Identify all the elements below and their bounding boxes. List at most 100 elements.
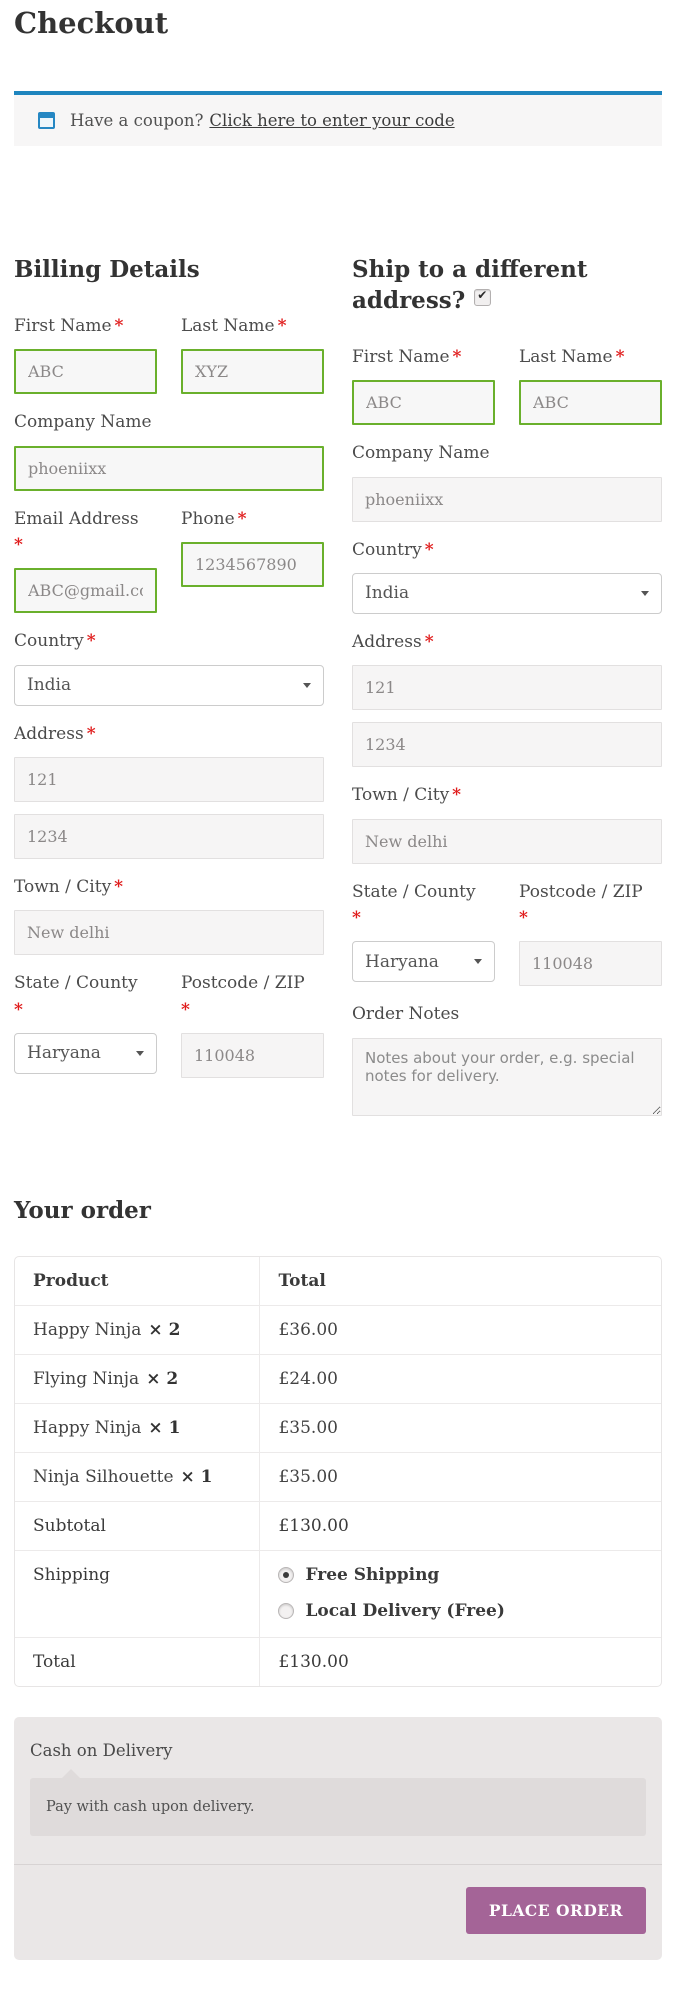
billing-phone-field: Phone * xyxy=(181,506,324,614)
required-asterisk: * xyxy=(452,785,462,806)
payment-method-cod[interactable]: Cash on Delivery xyxy=(30,1741,646,1760)
coupon-notice: Have a coupon? Click here to enter your … xyxy=(14,90,662,146)
shipping-company-label: Company Name xyxy=(352,443,490,464)
shipping-option-label: Free Shipping xyxy=(305,1564,440,1585)
billing-last-name-input[interactable] xyxy=(181,349,324,395)
shipping-postcode-label: Postcode / ZIP * xyxy=(519,879,662,932)
shipping-row: Shipping Free Shipping Local Delivery (F… xyxy=(15,1550,661,1638)
billing-address2-input[interactable] xyxy=(14,813,324,859)
product-cell: Happy Ninja × 1 xyxy=(15,1403,261,1453)
required-asterisk: * xyxy=(519,907,528,928)
label-text: Town / City xyxy=(352,785,450,806)
order-item-row: Flying Ninja × 2 £24.00 xyxy=(15,1354,661,1404)
billing-address-field: Address * xyxy=(14,721,324,859)
shipping-town-label: Town / City * xyxy=(352,782,662,808)
shipping-postcode-input[interactable] xyxy=(519,941,662,987)
product-column-header: Product xyxy=(15,1256,261,1306)
billing-company-field: Company Name xyxy=(14,409,324,491)
shipping-heading: Ship to a different address? xyxy=(352,254,662,316)
shipping-option-free-shipping[interactable]: Free Shipping xyxy=(278,1565,643,1585)
billing-country-select[interactable]: India xyxy=(14,664,324,706)
billing-phone-input[interactable] xyxy=(181,541,324,587)
radio-unselected-icon[interactable] xyxy=(278,1602,295,1619)
shipping-last-name-input[interactable] xyxy=(519,380,662,426)
label-text: Phone xyxy=(181,508,235,529)
shipping-first-name-label: First Name * xyxy=(352,344,495,370)
order-total-row: Total £130.00 xyxy=(15,1637,661,1686)
ship-to-different-checkbox[interactable] xyxy=(474,288,492,306)
shipping-country-field: Country * India xyxy=(352,537,662,614)
label-text: Address xyxy=(352,631,422,652)
required-asterisk: * xyxy=(237,508,247,529)
label-text: First Name xyxy=(14,315,112,336)
product-name: Flying Ninja xyxy=(33,1368,140,1389)
required-asterisk: * xyxy=(86,631,96,652)
order-notes-textarea[interactable] xyxy=(352,1037,662,1116)
order-item-row: Happy Ninja × 1 £35.00 xyxy=(15,1403,661,1453)
billing-state-field: State / County * Haryana xyxy=(14,970,157,1078)
total-column-header: Total xyxy=(260,1257,661,1306)
billing-email-field: Email Address * xyxy=(14,506,157,614)
required-asterisk: * xyxy=(114,315,124,336)
billing-company-label: Company Name xyxy=(14,412,152,433)
shipping-address1-input[interactable] xyxy=(352,665,662,711)
billing-first-name-field: First Name * xyxy=(14,313,157,395)
shipping-options-cell: Free Shipping Local Delivery (Free) xyxy=(260,1551,661,1638)
coupon-link[interactable]: Click here to enter your code xyxy=(209,110,455,130)
billing-company-input[interactable] xyxy=(14,445,324,491)
product-name: Happy Ninja xyxy=(33,1417,142,1438)
radio-selected-icon[interactable] xyxy=(278,1566,295,1583)
billing-postcode-input[interactable] xyxy=(181,1032,324,1078)
item-total-cell: £35.00 xyxy=(260,1404,661,1453)
shipping-address2-input[interactable] xyxy=(352,722,662,768)
checkout-forms: Billing Details First Name* Last Name* C… xyxy=(14,254,662,1131)
shipping-first-name-input[interactable] xyxy=(352,380,495,426)
shipping-state-label: State / County * xyxy=(352,879,495,932)
shipping-country-select[interactable]: India xyxy=(352,572,662,614)
shipping-label: Shipping xyxy=(15,1550,261,1638)
shipping-option-local-delivery[interactable]: Local Delivery (Free) xyxy=(278,1601,643,1621)
required-asterisk: * xyxy=(352,907,361,928)
billing-email-input[interactable] xyxy=(14,568,157,614)
product-cell: Happy Ninja × 2 xyxy=(15,1305,261,1355)
billing-first-name-input[interactable] xyxy=(14,349,157,395)
label-text: State / County xyxy=(352,881,476,902)
chevron-down-icon xyxy=(474,959,482,965)
billing-address1-input[interactable] xyxy=(14,756,324,802)
billing-email-phone-row: Email Address* Phone* xyxy=(14,506,324,629)
required-asterisk: * xyxy=(114,876,124,897)
shipping-state-postcode-row: State / County * Haryana Postcode / ZIP * xyxy=(352,879,662,1002)
order-table: Product Total Happy Ninja × 2 £36.00 Flyi… xyxy=(14,1255,662,1687)
shipping-company-input[interactable] xyxy=(352,476,662,522)
shipping-town-input[interactable] xyxy=(352,818,662,864)
shipping-column: Ship to a different address? First Name*… xyxy=(352,254,662,1131)
billing-town-field: Town / City * xyxy=(14,874,324,956)
billing-heading: Billing Details xyxy=(14,255,200,283)
subtotal-value: £130.00 xyxy=(260,1502,661,1551)
product-name: Happy Ninja xyxy=(33,1319,142,1340)
shipping-option-label: Local Delivery (Free) xyxy=(305,1600,505,1621)
label-text: Country xyxy=(14,631,84,652)
required-asterisk: * xyxy=(424,631,434,652)
label-text: Country xyxy=(352,539,422,560)
label-text: Last Name xyxy=(519,346,613,367)
billing-state-select[interactable]: Haryana xyxy=(14,1032,157,1074)
required-asterisk: * xyxy=(615,346,625,367)
page-title: Checkout xyxy=(14,6,169,40)
payment-section: Cash on Delivery Pay with cash upon deli… xyxy=(14,1716,662,1960)
selected-value: India xyxy=(27,675,72,696)
shipping-state-select[interactable]: Haryana xyxy=(352,941,495,983)
shipping-name-row: First Name* Last Name* xyxy=(352,344,662,440)
product-quantity: × 2 xyxy=(148,1319,181,1340)
item-total-cell: £24.00 xyxy=(260,1355,661,1404)
order-notes-field: Order Notes xyxy=(352,1001,662,1116)
order-total-value: £130.00 xyxy=(278,1651,349,1672)
heading-text: Ship to a different address? xyxy=(352,255,588,314)
billing-address-label: Address * xyxy=(14,721,324,747)
billing-town-input[interactable] xyxy=(14,910,324,956)
product-quantity: × 1 xyxy=(180,1466,213,1487)
place-order-button[interactable]: PLACE ORDER xyxy=(465,1886,646,1934)
item-total-cell: £36.00 xyxy=(260,1306,661,1355)
payment-methods: Cash on Delivery Pay with cash upon deli… xyxy=(14,1717,662,1864)
billing-country-label: Country * xyxy=(14,628,324,654)
